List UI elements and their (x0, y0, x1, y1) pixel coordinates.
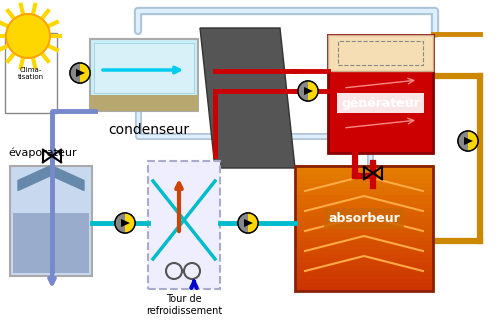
Wedge shape (458, 131, 468, 151)
FancyBboxPatch shape (295, 286, 433, 291)
Polygon shape (18, 166, 84, 191)
FancyBboxPatch shape (5, 33, 57, 113)
FancyBboxPatch shape (295, 240, 433, 245)
Wedge shape (80, 63, 90, 83)
FancyBboxPatch shape (13, 213, 89, 273)
FancyBboxPatch shape (328, 35, 433, 71)
Text: évaporateur: évaporateur (8, 148, 76, 158)
Text: générateur: générateur (341, 97, 420, 110)
FancyBboxPatch shape (295, 261, 433, 266)
Circle shape (115, 213, 135, 233)
FancyBboxPatch shape (295, 207, 433, 212)
Polygon shape (200, 28, 295, 168)
FancyBboxPatch shape (295, 211, 433, 216)
FancyBboxPatch shape (295, 248, 433, 254)
Polygon shape (76, 69, 85, 77)
FancyBboxPatch shape (90, 95, 198, 111)
FancyBboxPatch shape (295, 173, 433, 178)
FancyBboxPatch shape (295, 203, 433, 208)
FancyBboxPatch shape (295, 273, 433, 278)
Circle shape (70, 63, 90, 83)
FancyBboxPatch shape (295, 219, 433, 224)
FancyBboxPatch shape (295, 236, 433, 241)
FancyBboxPatch shape (295, 177, 433, 183)
Circle shape (298, 81, 318, 101)
Circle shape (238, 213, 258, 233)
FancyBboxPatch shape (295, 190, 433, 195)
FancyBboxPatch shape (148, 161, 220, 289)
FancyBboxPatch shape (328, 35, 433, 153)
Polygon shape (464, 137, 473, 145)
Text: absorbeur: absorbeur (328, 212, 400, 225)
FancyBboxPatch shape (295, 169, 433, 174)
Wedge shape (70, 63, 80, 83)
Wedge shape (238, 213, 248, 233)
Polygon shape (244, 219, 253, 227)
FancyBboxPatch shape (295, 198, 433, 204)
FancyBboxPatch shape (295, 282, 433, 287)
FancyBboxPatch shape (90, 39, 198, 111)
FancyBboxPatch shape (94, 43, 194, 93)
Polygon shape (304, 87, 313, 95)
Polygon shape (121, 219, 130, 227)
FancyBboxPatch shape (295, 165, 433, 170)
Wedge shape (308, 81, 318, 101)
FancyBboxPatch shape (295, 223, 433, 228)
Wedge shape (248, 213, 258, 233)
Text: Clima-
tisation: Clima- tisation (18, 67, 44, 79)
FancyBboxPatch shape (295, 244, 433, 249)
FancyBboxPatch shape (295, 182, 433, 187)
FancyBboxPatch shape (295, 253, 433, 258)
Text: Tour de
refroidissement: Tour de refroidissement (146, 294, 222, 315)
Wedge shape (115, 213, 125, 233)
FancyBboxPatch shape (295, 257, 433, 262)
FancyBboxPatch shape (295, 215, 433, 220)
FancyBboxPatch shape (295, 277, 433, 283)
Wedge shape (125, 213, 135, 233)
FancyBboxPatch shape (295, 265, 433, 270)
FancyBboxPatch shape (295, 186, 433, 191)
FancyBboxPatch shape (295, 227, 433, 233)
Wedge shape (468, 131, 478, 151)
Text: condenseur: condenseur (108, 123, 190, 137)
Circle shape (6, 14, 50, 58)
FancyBboxPatch shape (295, 232, 433, 237)
FancyBboxPatch shape (295, 269, 433, 274)
FancyBboxPatch shape (295, 194, 433, 199)
Wedge shape (298, 81, 308, 101)
Circle shape (458, 131, 478, 151)
FancyBboxPatch shape (10, 166, 92, 276)
